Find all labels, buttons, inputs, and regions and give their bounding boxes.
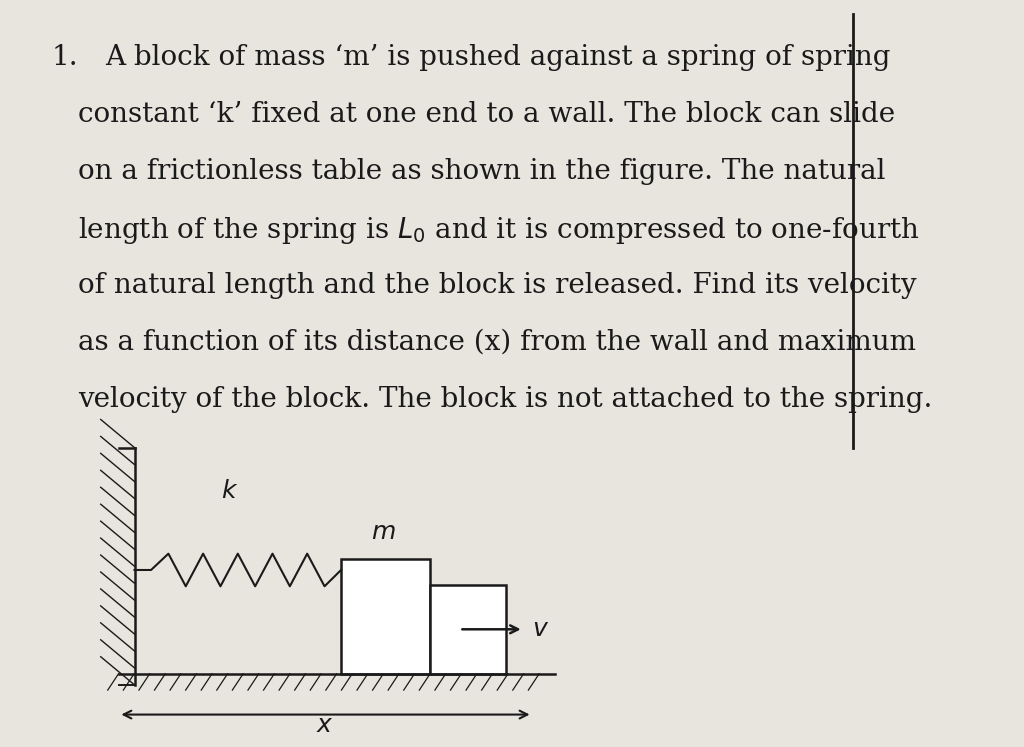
FancyBboxPatch shape	[430, 585, 506, 674]
Text: on a frictionless table as shown in the figure. The natural: on a frictionless table as shown in the …	[79, 158, 886, 185]
Text: $k$: $k$	[221, 480, 239, 503]
Text: as a function of its distance (x) from the wall and maximum: as a function of its distance (x) from t…	[79, 329, 916, 356]
Text: $x$: $x$	[316, 714, 334, 737]
Text: velocity of the block. The block is not attached to the spring.: velocity of the block. The block is not …	[79, 386, 933, 413]
Text: $v$: $v$	[532, 618, 550, 641]
Text: length of the spring is $L_0$ and it is compressed to one-fourth: length of the spring is $L_0$ and it is …	[79, 215, 920, 246]
Text: A block of mass ‘m’ is pushed against a spring of spring: A block of mass ‘m’ is pushed against a …	[105, 43, 891, 70]
Text: $m$: $m$	[372, 521, 396, 544]
Text: constant ‘k’ fixed at one end to a wall. The block can slide: constant ‘k’ fixed at one end to a wall.…	[79, 101, 896, 128]
Text: 1.: 1.	[52, 43, 79, 70]
FancyBboxPatch shape	[341, 559, 430, 674]
Text: of natural length and the block is released. Find its velocity: of natural length and the block is relea…	[79, 272, 918, 299]
